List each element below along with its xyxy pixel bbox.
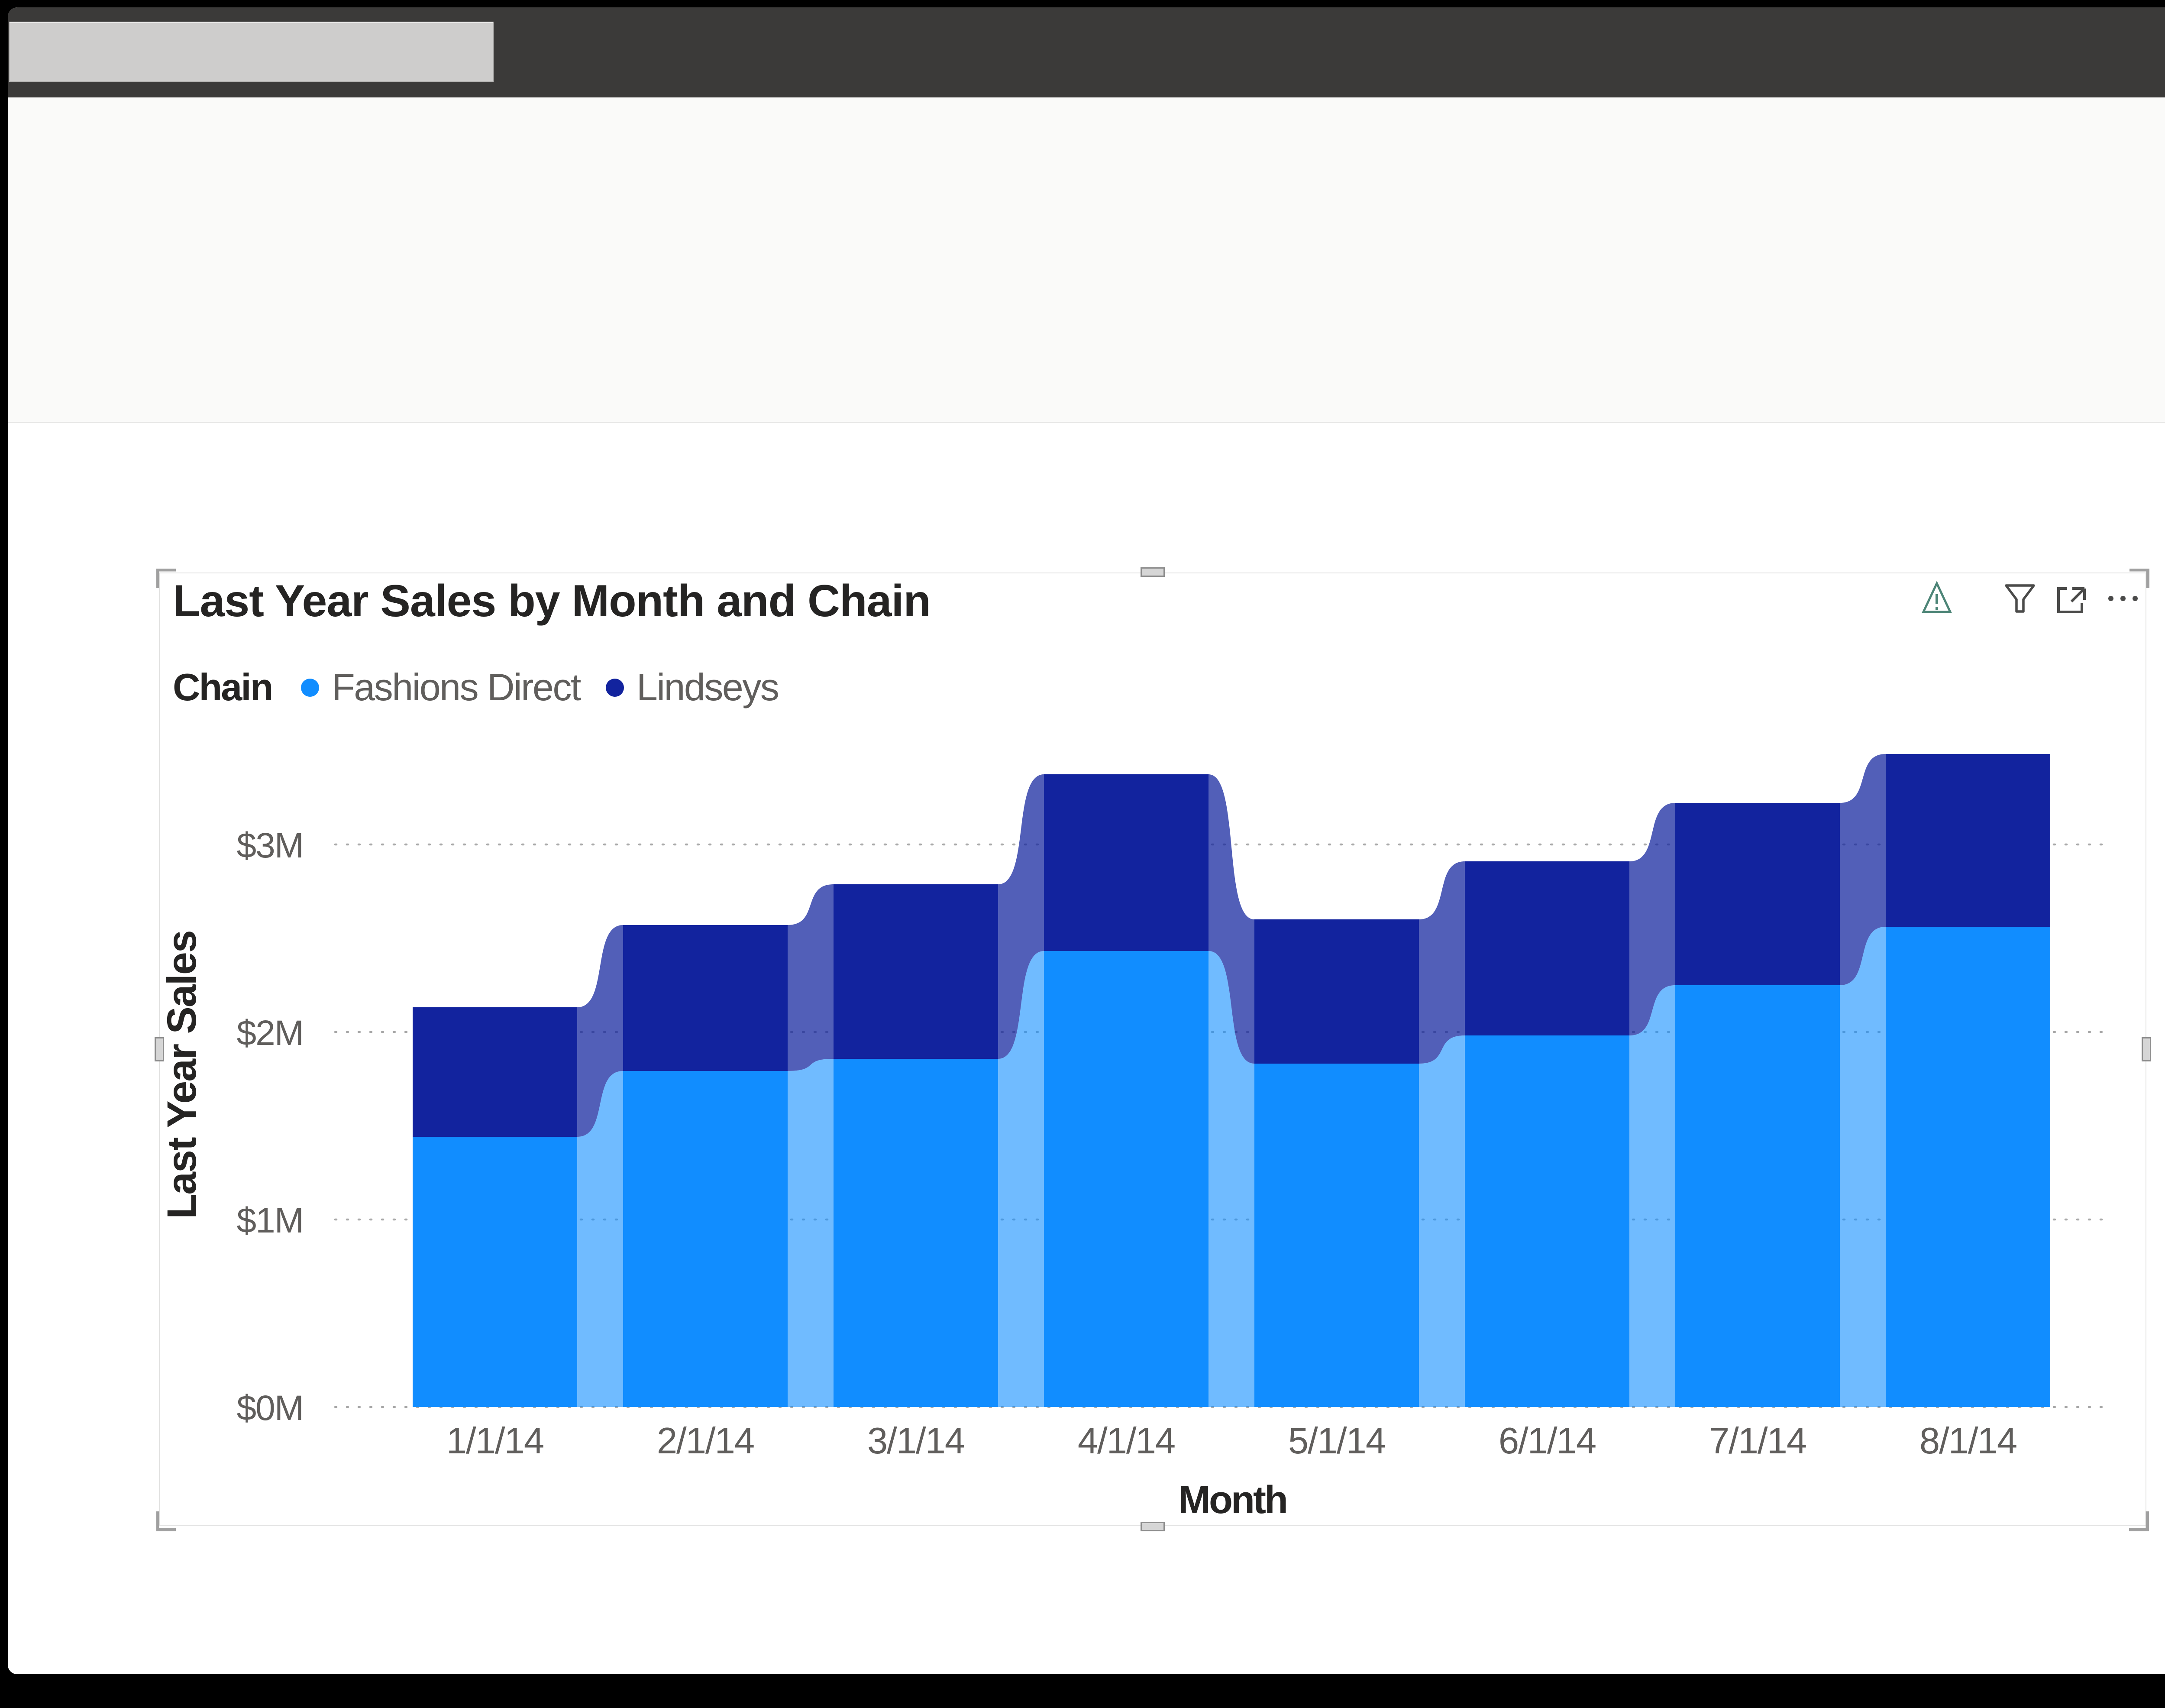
svg-text:4/1/14: 4/1/14 [1078,1420,1175,1462]
svg-text:5/1/14: 5/1/14 [1288,1420,1385,1462]
svg-text:7/1/14: 7/1/14 [1709,1420,1806,1462]
svg-text:$3M: $3M [236,826,303,865]
svg-text:Last Year Sales: Last Year Sales [159,931,205,1219]
svg-text:1/1/14: 1/1/14 [446,1420,543,1462]
svg-text:6/1/14: 6/1/14 [1499,1420,1596,1462]
svg-text:2/1/14: 2/1/14 [657,1420,754,1462]
svg-text:Month: Month [1178,1478,1286,1522]
svg-text:$2M: $2M [236,1013,303,1053]
svg-text:$1M: $1M [236,1201,303,1240]
svg-text:8/1/14: 8/1/14 [1919,1420,2016,1462]
svg-text:$0M: $0M [236,1388,303,1428]
svg-text:3/1/14: 3/1/14 [867,1420,964,1462]
